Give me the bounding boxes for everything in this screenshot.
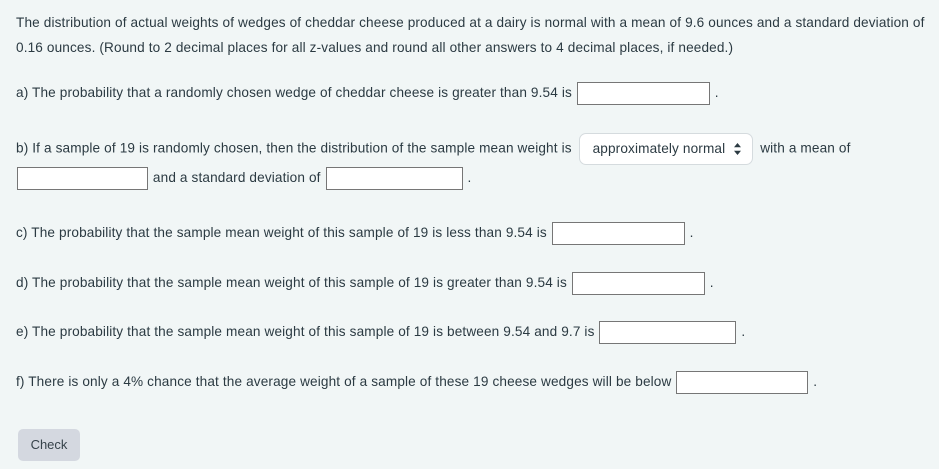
question-f: f) There is only a 4% chance that the av… <box>16 369 817 394</box>
question-b-line2: and a standard deviation of . <box>16 165 471 190</box>
question-d: d) The probability that the sample mean … <box>16 270 714 295</box>
answer-input-b-sd[interactable] <box>325 166 463 190</box>
answer-input-e[interactable] <box>599 320 737 344</box>
question-e: e) The probability that the sample mean … <box>16 319 745 344</box>
question-b-between-text: and a standard deviation of <box>152 170 321 185</box>
question-e-text: e) The probability that the sample mean … <box>16 324 595 339</box>
question-c-period: . <box>689 225 694 240</box>
question-d-text: d) The probability that the sample mean … <box>16 275 567 290</box>
question-f-period: . <box>813 374 818 389</box>
answer-input-f[interactable] <box>676 370 809 394</box>
problem-statement: The distribution of actual weights of we… <box>16 15 925 55</box>
question-a: a) The probability that a randomly chose… <box>16 80 719 105</box>
question-e-period: . <box>741 324 746 339</box>
question-b-text-after: with a mean of <box>760 140 851 156</box>
question-c: c) The probability that the sample mean … <box>16 220 693 245</box>
question-d-period: . <box>709 275 714 290</box>
distribution-select-wrapper[interactable]: approximately normal <box>578 133 754 165</box>
question-b-period: . <box>467 170 472 185</box>
check-button[interactable]: Check <box>18 429 80 461</box>
answer-input-a[interactable] <box>576 81 710 105</box>
answer-input-c[interactable] <box>551 221 685 245</box>
question-b-text-before: b) If a sample of 19 is randomly chosen,… <box>16 140 572 156</box>
question-b: b) If a sample of 19 is randomly chosen,… <box>16 133 926 165</box>
question-a-text: a) The probability that a randomly chose… <box>16 85 572 100</box>
distribution-select[interactable]: approximately normal <box>578 133 754 165</box>
question-a-period: . <box>714 85 719 100</box>
answer-input-d[interactable] <box>571 271 705 295</box>
answer-input-b-mean[interactable] <box>17 166 148 190</box>
question-f-text: f) There is only a 4% chance that the av… <box>16 374 672 389</box>
question-c-text: c) The probability that the sample mean … <box>16 225 547 240</box>
